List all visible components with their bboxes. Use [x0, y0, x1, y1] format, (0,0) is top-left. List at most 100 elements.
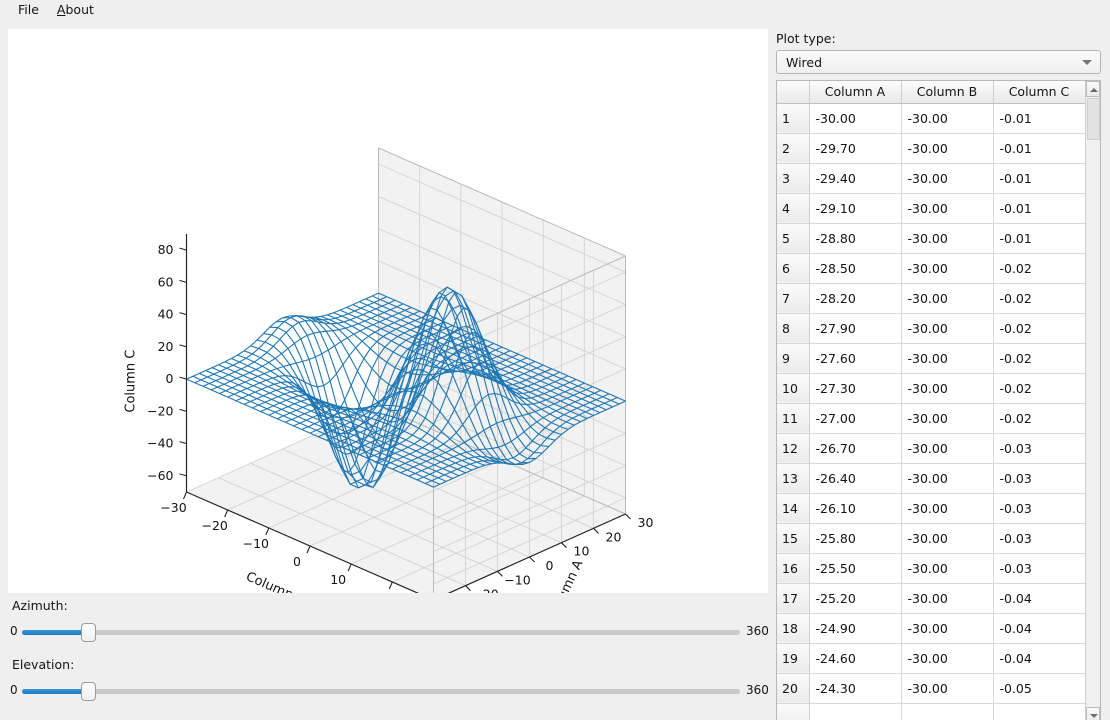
cell-column-b[interactable]: -30.00 [901, 673, 994, 704]
cell-column-b[interactable]: -30.00 [901, 253, 994, 284]
cell-column-b[interactable]: -30.00 [901, 133, 994, 164]
table-corner-header[interactable] [777, 81, 810, 104]
table-row[interactable]: 15 -25.80 -30.00 -0.03 [777, 523, 1086, 554]
plot-canvas[interactable]: −60 −40 −20 0 20 40 60 80 Column C −30 −20 −10 0 10 20… [8, 29, 768, 593]
column-header-b[interactable]: Column B [901, 81, 994, 104]
cell-column-b[interactable]: -30.00 [901, 223, 994, 254]
row-header[interactable]: 3 [777, 163, 810, 194]
cell-column-c[interactable]: -0.03 [993, 493, 1086, 524]
table-row[interactable]: 11 -27.00 -30.00 -0.02 [777, 403, 1086, 434]
cell-column-c[interactable]: -0.02 [993, 283, 1086, 314]
cell-column-a[interactable]: -28.50 [809, 253, 902, 284]
cell-column-b[interactable]: -30.00 [901, 343, 994, 374]
table-row[interactable]: 16 -25.50 -30.00 -0.03 [777, 553, 1086, 584]
cell-column-a[interactable]: -25.20 [809, 583, 902, 614]
cell-column-b[interactable]: -30.00 [901, 103, 994, 134]
row-header[interactable]: 20 [777, 673, 810, 704]
cell-column-c[interactable]: -0.02 [993, 313, 1086, 344]
table-vertical-scrollbar[interactable] [1085, 81, 1100, 720]
row-header[interactable]: 15 [777, 523, 810, 554]
scrollbar-thumb[interactable] [1087, 98, 1100, 140]
row-header[interactable]: 2 [777, 133, 810, 164]
cell-column-a[interactable]: -29.10 [809, 193, 902, 224]
cell-column-c[interactable]: -0.04 [993, 583, 1086, 614]
row-header[interactable]: 10 [777, 373, 810, 404]
cell-column-c[interactable] [993, 703, 1086, 720]
cell-column-c[interactable]: -0.01 [993, 193, 1086, 224]
row-header[interactable]: 19 [777, 643, 810, 674]
plot-type-select[interactable]: Wired [776, 50, 1101, 74]
cell-column-c[interactable]: -0.01 [993, 163, 1086, 194]
elevation-slider[interactable] [22, 682, 740, 701]
cell-column-b[interactable]: -30.00 [901, 433, 994, 464]
cell-column-c[interactable]: -0.02 [993, 343, 1086, 374]
table-row[interactable]: 20 -24.30 -30.00 -0.05 [777, 673, 1086, 704]
table-row[interactable]: 12 -26.70 -30.00 -0.03 [777, 433, 1086, 464]
azimuth-slider-thumb[interactable] [80, 623, 96, 642]
cell-column-c[interactable]: -0.03 [993, 433, 1086, 464]
table-row[interactable]: 3 -29.40 -30.00 -0.01 [777, 163, 1086, 194]
cell-column-a[interactable]: -26.40 [809, 463, 902, 494]
cell-column-a[interactable]: -28.80 [809, 223, 902, 254]
cell-column-b[interactable]: -30.00 [901, 493, 994, 524]
cell-column-a[interactable]: -26.10 [809, 493, 902, 524]
row-header[interactable]: 16 [777, 553, 810, 584]
table-row[interactable] [777, 703, 1086, 720]
menu-item-file[interactable]: File [9, 0, 48, 20]
cell-column-b[interactable]: -30.00 [901, 643, 994, 674]
cell-column-a[interactable]: -29.70 [809, 133, 902, 164]
table-row[interactable]: 18 -24.90 -30.00 -0.04 [777, 613, 1086, 644]
cell-column-a[interactable]: -30.00 [809, 103, 902, 134]
cell-column-b[interactable]: -30.00 [901, 193, 994, 224]
row-header[interactable]: 13 [777, 463, 810, 494]
table-row[interactable]: 1 -30.00 -30.00 -0.01 [777, 103, 1086, 134]
table-row[interactable]: 13 -26.40 -30.00 -0.03 [777, 463, 1086, 494]
cell-column-a[interactable]: -27.30 [809, 373, 902, 404]
scroll-up-icon[interactable] [1086, 81, 1100, 97]
cell-column-c[interactable]: -0.02 [993, 373, 1086, 404]
cell-column-a[interactable]: -24.60 [809, 643, 902, 674]
cell-column-c[interactable]: -0.01 [993, 133, 1086, 164]
table-row[interactable]: 4 -29.10 -30.00 -0.01 [777, 193, 1086, 224]
table-row[interactable]: 14 -26.10 -30.00 -0.03 [777, 493, 1086, 524]
table-row[interactable]: 8 -27.90 -30.00 -0.02 [777, 313, 1086, 344]
cell-column-c[interactable]: -0.03 [993, 523, 1086, 554]
cell-column-a[interactable]: -25.80 [809, 523, 902, 554]
cell-column-c[interactable]: -0.04 [993, 613, 1086, 644]
row-header[interactable]: 8 [777, 313, 810, 344]
cell-column-a[interactable]: -26.70 [809, 433, 902, 464]
scroll-down-icon[interactable] [1086, 707, 1100, 720]
cell-column-b[interactable]: -30.00 [901, 313, 994, 344]
cell-column-c[interactable]: -0.01 [993, 223, 1086, 254]
row-header[interactable]: 11 [777, 403, 810, 434]
table-row[interactable]: 5 -28.80 -30.00 -0.01 [777, 223, 1086, 254]
data-table-container[interactable]: Column A Column B Column C 1 -30.00 -30.00… [776, 80, 1101, 720]
row-header[interactable]: 4 [777, 193, 810, 224]
column-header-c[interactable]: Column C [993, 81, 1086, 104]
cell-column-b[interactable]: -30.00 [901, 373, 994, 404]
cell-column-b[interactable]: -30.00 [901, 403, 994, 434]
cell-column-c[interactable]: -0.05 [993, 673, 1086, 704]
table-row[interactable]: 2 -29.70 -30.00 -0.01 [777, 133, 1086, 164]
azimuth-slider[interactable] [22, 623, 740, 642]
cell-column-b[interactable]: -30.00 [901, 163, 994, 194]
cell-column-a[interactable]: -24.90 [809, 613, 902, 644]
table-row[interactable]: 9 -27.60 -30.00 -0.02 [777, 343, 1086, 374]
cell-column-c[interactable]: -0.03 [993, 463, 1086, 494]
menu-item-about[interactable]: About [48, 0, 103, 20]
row-header[interactable] [777, 703, 810, 720]
cell-column-c[interactable]: -0.04 [993, 643, 1086, 674]
cell-column-a[interactable]: -27.00 [809, 403, 902, 434]
cell-column-b[interactable]: -30.00 [901, 523, 994, 554]
cell-column-b[interactable]: -30.00 [901, 553, 994, 584]
row-header[interactable]: 7 [777, 283, 810, 314]
cell-column-b[interactable]: -30.00 [901, 463, 994, 494]
cell-column-c[interactable]: -0.01 [993, 103, 1086, 134]
cell-column-c[interactable]: -0.02 [993, 253, 1086, 284]
cell-column-b[interactable] [901, 703, 994, 720]
cell-column-a[interactable]: -27.60 [809, 343, 902, 374]
row-header[interactable]: 1 [777, 103, 810, 134]
table-row[interactable]: 17 -25.20 -30.00 -0.04 [777, 583, 1086, 614]
table-row[interactable]: 19 -24.60 -30.00 -0.04 [777, 643, 1086, 674]
column-header-a[interactable]: Column A [809, 81, 902, 104]
